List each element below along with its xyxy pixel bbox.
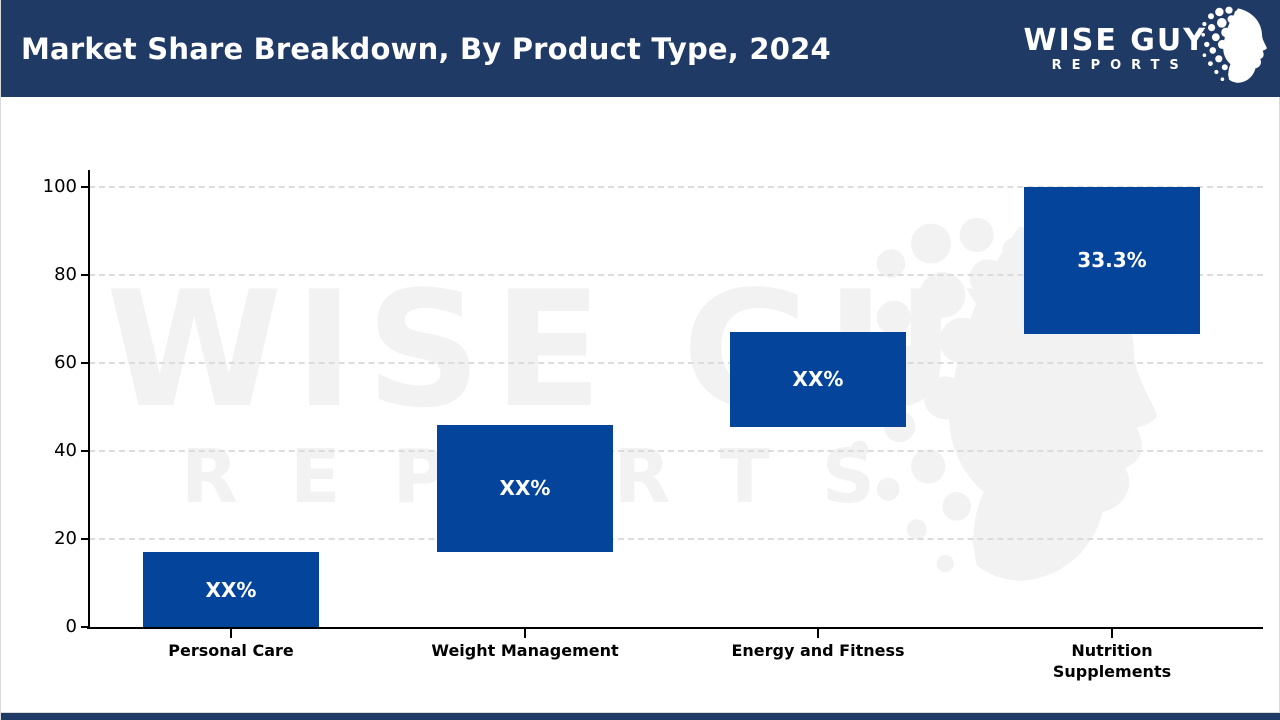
footer-divider xyxy=(1,712,1280,713)
y-tick-label: 20 xyxy=(54,528,77,549)
y-tick-label: 60 xyxy=(54,352,77,373)
x-tick-mark xyxy=(230,629,232,638)
page-title: Market Share Breakdown, By Product Type,… xyxy=(21,31,831,66)
gridline-y20 xyxy=(89,538,1263,540)
y-tick-mark xyxy=(81,450,89,452)
y-tick-mark xyxy=(81,274,89,276)
x-category-label-line: Energy and Fitness xyxy=(731,641,905,660)
bar-value-label: XX% xyxy=(205,577,257,602)
bar-value-label: 33.3% xyxy=(1077,248,1147,273)
y-tick-mark xyxy=(81,186,89,188)
bar-value-label: XX% xyxy=(499,476,551,501)
logo-text: WISE GUY REPORTS xyxy=(1023,24,1207,73)
x-category-label-line: Personal Care xyxy=(168,641,294,660)
logo-subtitle: REPORTS xyxy=(1051,57,1189,73)
logo-dotted-head-icon xyxy=(1201,6,1267,83)
y-tick-mark xyxy=(81,362,89,364)
logo-wordmark: WISE GUY xyxy=(1023,22,1207,58)
x-category-label-line: Weight Management xyxy=(431,641,619,660)
x-category-label: Weight Management xyxy=(395,640,655,661)
bar-weight-management: XX% xyxy=(437,424,613,553)
y-axis-line xyxy=(88,170,90,629)
y-tick-mark xyxy=(81,626,89,628)
gridline-y60 xyxy=(89,362,1263,364)
y-tick-label: 80 xyxy=(54,264,77,285)
footer-bar xyxy=(1,713,1280,720)
x-category-label: Personal Care xyxy=(101,640,361,661)
y-tick-label: 100 xyxy=(42,176,77,197)
x-tick-mark xyxy=(1111,629,1113,638)
header-bar: Market Share Breakdown, By Product Type,… xyxy=(1,0,1280,97)
bar-nutrition-supplements: 33.3% xyxy=(1024,187,1200,334)
x-axis-line xyxy=(87,627,1263,629)
y-tick-label: 0 xyxy=(65,616,77,637)
x-category-label: Energy and Fitness xyxy=(688,640,948,661)
x-tick-mark xyxy=(817,629,819,638)
gridline-y80 xyxy=(89,274,1263,276)
bar-energy-and-fitness: XX% xyxy=(730,332,906,427)
bar-personal-care: XX% xyxy=(143,552,319,627)
wise-guy-reports-logo: WISE GUY REPORTS xyxy=(1023,6,1271,90)
waterfall-chart: 0 20 40 60 80 100 XX% XX% XX% 33.3% Personal Care W… xyxy=(1,97,1280,713)
y-tick-mark xyxy=(81,538,89,540)
x-category-label-line: Supplements xyxy=(1052,662,1172,681)
x-category-label: Nutrition Supplements xyxy=(982,640,1242,682)
y-tick-label: 40 xyxy=(54,440,77,461)
x-tick-mark xyxy=(524,629,526,638)
gridline-y100 xyxy=(89,186,1263,188)
x-category-label-line: Nutrition xyxy=(1071,641,1153,660)
gridline-y40 xyxy=(89,450,1263,452)
bar-value-label: XX% xyxy=(792,367,844,392)
